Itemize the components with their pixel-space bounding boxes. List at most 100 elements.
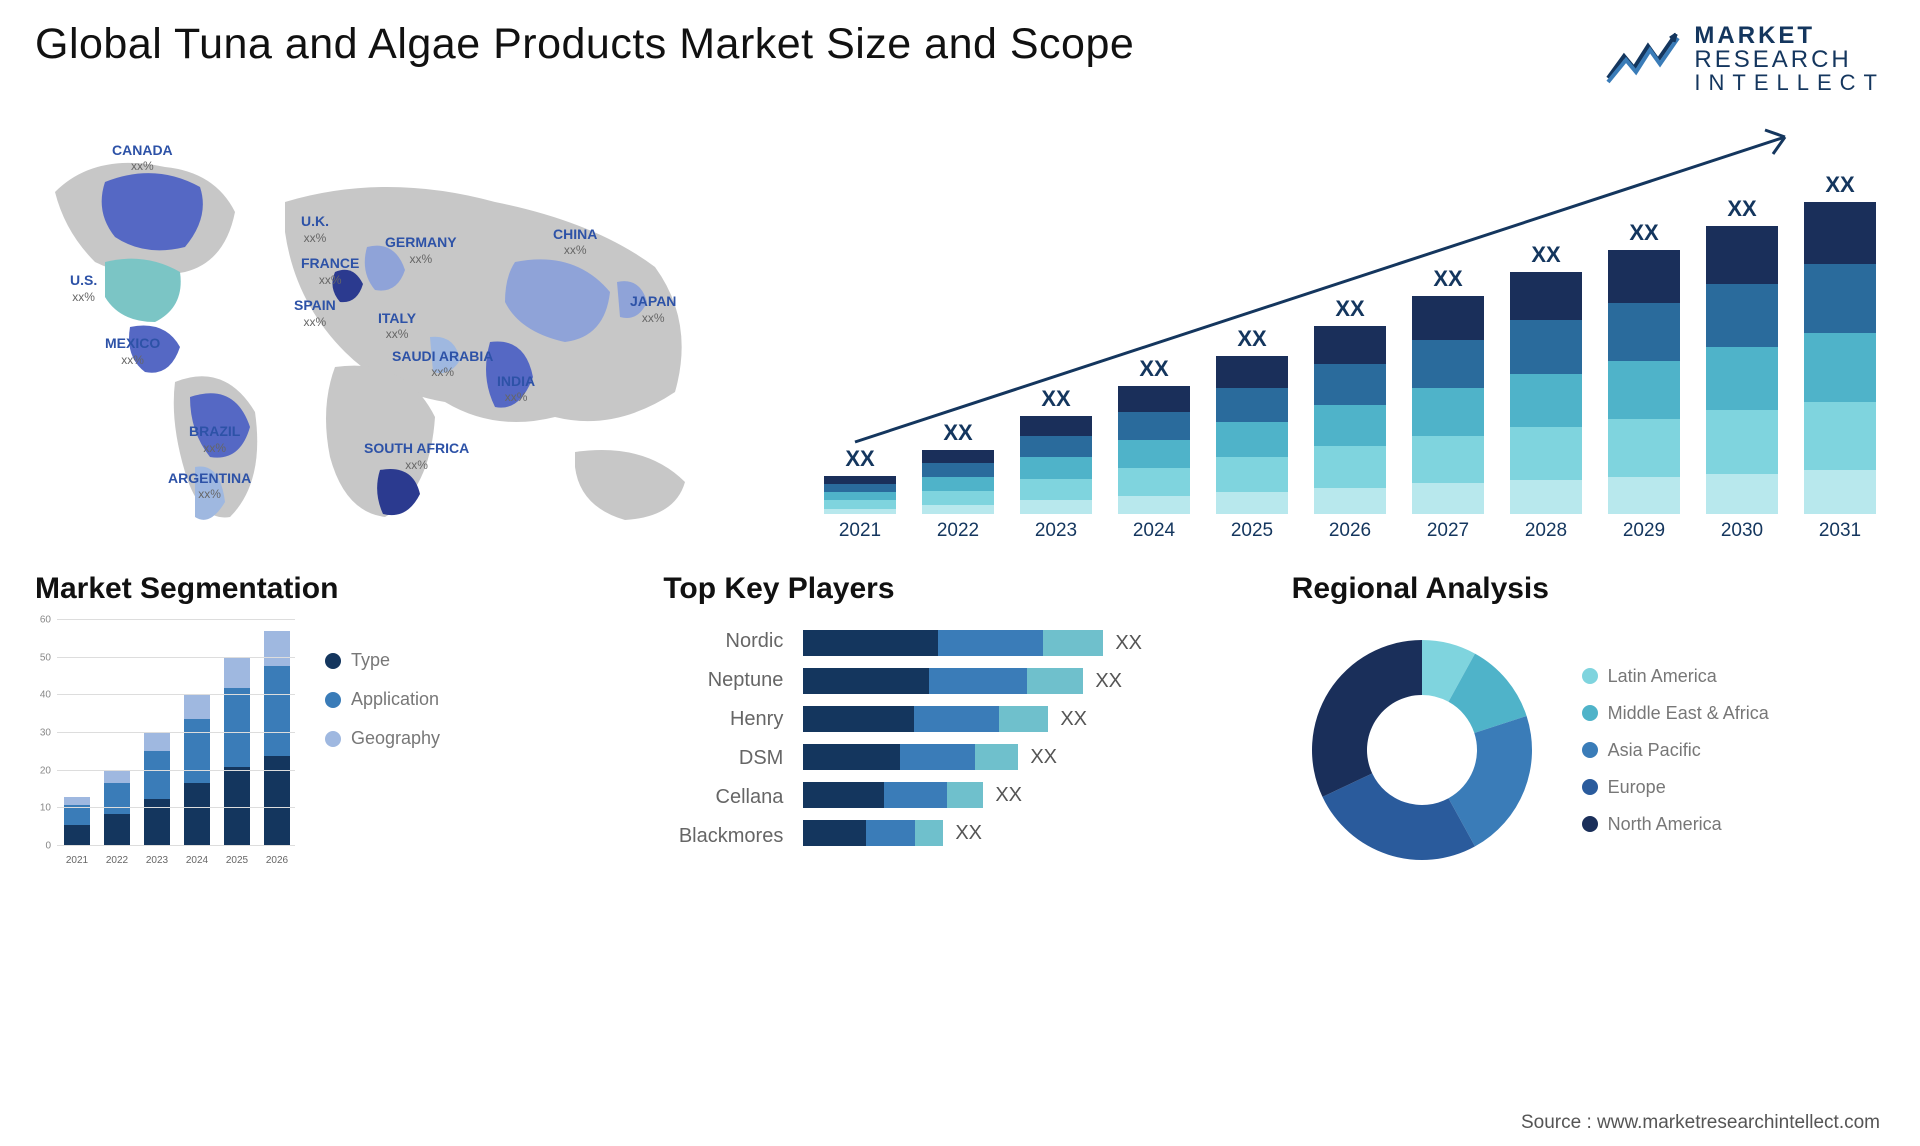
page-title: Global Tuna and Algae Products Market Si… [35,20,1134,69]
segmentation-chart: 0102030405060 202120222023202420252026 [35,620,295,870]
legend-item: Application [325,689,440,710]
segmentation-section: Market Segmentation 0102030405060 202120… [35,572,628,880]
seg-bar: 2025 [219,620,255,846]
regional-section: Regional Analysis Latin America Middle Ea… [1292,572,1885,880]
brand-logo: MARKET RESEARCH INTELLECT [1604,24,1885,94]
seg-year-label: 2024 [186,855,208,866]
donut-slice [1322,773,1475,860]
bar-year-label: 2028 [1525,520,1567,542]
seg-year-label: 2026 [266,855,288,866]
map-label: ITALYxx% [378,311,416,342]
logo-icon [1604,28,1682,91]
legend-item: North America [1582,814,1769,835]
y-tick: 60 [40,615,51,626]
bar-value-label: XX [1433,266,1462,292]
forecast-bar: XX 2023 [1011,386,1101,542]
bar-year-label: 2031 [1819,520,1861,542]
player-value: XX [995,784,1022,807]
regional-legend: Latin America Middle East & Africa Asia Pa… [1582,666,1769,835]
player-bar-row: XX [803,706,1256,732]
map-label: SPAINxx% [294,298,336,329]
source-citation: Source : www.marketresearchintellect.com [1521,1112,1880,1134]
bar-value-label: XX [1139,356,1168,382]
bar-value-label: XX [1335,296,1364,322]
legend-item: Latin America [1582,666,1769,687]
segmentation-legend: Type Application Geography [325,620,440,870]
bar-year-label: 2021 [839,520,881,542]
map-label: FRANCExx% [301,256,359,287]
key-players-names: NordicNeptuneHenryDSMCellanaBlackmores [663,620,783,848]
bar-value-label: XX [1041,386,1070,412]
bar-value-label: XX [1825,172,1854,198]
player-name: Nordic [663,630,783,653]
map-label: U.S.xx% [70,273,97,304]
forecast-bar: XX 2025 [1207,326,1297,542]
map-label: BRAZILxx% [189,424,240,455]
bar-year-label: 2023 [1035,520,1077,542]
donut-slice [1312,640,1422,797]
legend-item: Europe [1582,777,1769,798]
y-tick: 30 [40,728,51,739]
player-value: XX [1115,632,1142,655]
y-tick: 0 [45,841,51,852]
forecast-bar: XX2022 [913,420,1003,542]
key-players-title: Top Key Players [663,572,1256,606]
bar-value-label: XX [845,446,874,472]
forecast-bar: XX2029 [1599,220,1689,542]
bar-year-label: 2025 [1231,520,1273,542]
y-tick: 50 [40,652,51,663]
y-tick: 40 [40,690,51,701]
legend-item: Type [325,650,440,671]
player-bar-row: XX [803,782,1256,808]
legend-item: Asia Pacific [1582,740,1769,761]
logo-line1: MARKET [1694,24,1885,48]
y-tick: 20 [40,765,51,776]
key-players-section: Top Key Players NordicNeptuneHenryDSMCel… [663,572,1256,880]
bar-value-label: XX [1237,326,1266,352]
map-label: SOUTH AFRICAxx% [364,441,469,472]
bar-value-label: XX [1629,220,1658,246]
player-bar-row: XX [803,668,1256,694]
player-value: XX [1030,746,1057,769]
map-label: SAUDI ARABIAxx% [392,349,493,380]
seg-year-label: 2025 [226,855,248,866]
legend-item: Middle East & Africa [1582,703,1769,724]
player-value: XX [955,822,982,845]
logo-line2: RESEARCH [1694,48,1885,72]
forecast-bar: XX 2031 [1795,172,1885,542]
map-label: ARGENTINAxx% [168,471,251,502]
forecast-bar-chart: XX2021XX2022XX2023XX2024XX2025XX2026XX20… [775,122,1885,542]
seg-bar: 2026 [259,620,295,846]
world-map: CANADAxx% U.S.xx% MEXICOxx% BRAZILxx% ARGENT… [35,122,735,542]
map-label: INDIAxx% [497,374,535,405]
player-value: XX [1095,670,1122,693]
forecast-bar: XX 2026 [1305,296,1395,542]
segmentation-title: Market Segmentation [35,572,628,606]
player-bar-row: XX [803,630,1256,656]
map-label: MEXICOxx% [105,336,160,367]
regional-donut [1292,620,1552,880]
regional-title: Regional Analysis [1292,572,1885,606]
seg-year-label: 2022 [106,855,128,866]
seg-bar: 2021 [59,620,95,846]
bar-year-label: 2022 [937,520,979,542]
seg-year-label: 2023 [146,855,168,866]
player-name: DSM [663,747,783,770]
player-name: Neptune [663,669,783,692]
bar-year-label: 2026 [1329,520,1371,542]
map-label: GERMANYxx% [385,235,457,266]
seg-bar: 2023 [139,620,175,846]
forecast-bar: XX 2028 [1501,242,1591,542]
player-name: Henry [663,708,783,731]
player-name: Blackmores [663,825,783,848]
map-label: CANADAxx% [112,143,173,174]
bar-value-label: XX [1531,242,1560,268]
seg-bar: 2024 [179,620,215,846]
bar-year-label: 2024 [1133,520,1175,542]
legend-item: Geography [325,728,440,749]
forecast-bar: XX2027 [1403,266,1493,542]
map-label: U.K.xx% [301,214,329,245]
forecast-bar: XX 2021 [815,446,905,542]
key-players-bars: XX XX XX XX XX XX [803,620,1256,848]
bar-value-label: XX [1727,196,1756,222]
